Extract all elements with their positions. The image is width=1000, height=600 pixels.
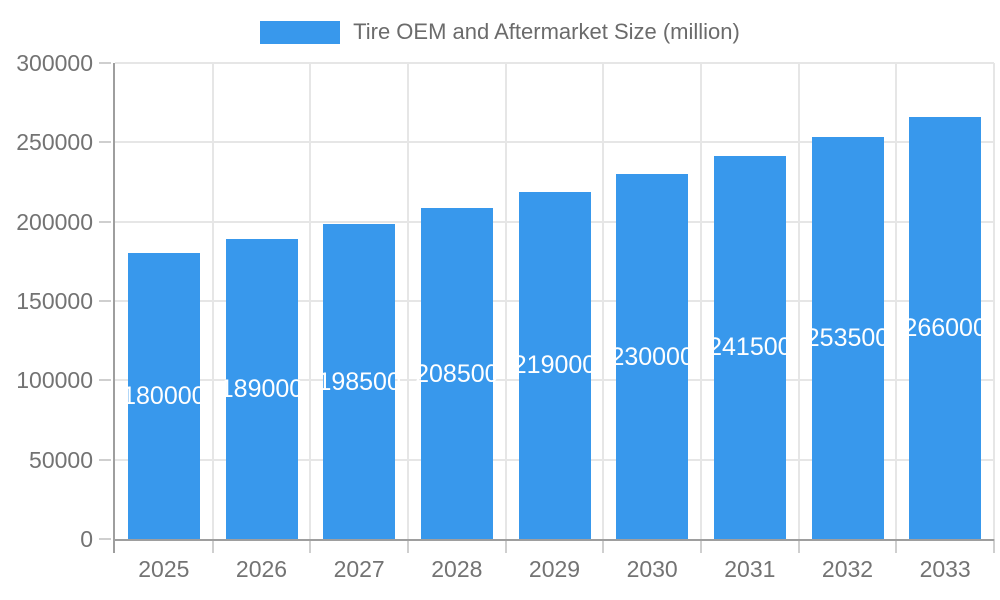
x-axis-tick: [700, 539, 702, 553]
x-axis-tick: [602, 539, 605, 553]
y-tick-label: 150000: [16, 288, 93, 314]
x-axis-tick: [407, 539, 409, 553]
x-axis-tick: [309, 539, 312, 553]
x-tick-label: 2028: [431, 556, 483, 582]
bar[interactable]: [323, 224, 396, 539]
x-axis-tick: [211, 539, 214, 553]
y-axis-tick: [99, 458, 111, 461]
y-axis-tick: [99, 62, 111, 64]
y-axis-tick: [99, 379, 111, 382]
x-tick-label: 2030: [626, 556, 678, 582]
bar[interactable]: [518, 191, 591, 539]
v-gridline: [211, 63, 214, 539]
bar-value-label: 189000: [219, 375, 304, 404]
v-gridline: [700, 63, 702, 539]
bar-value-label: 219000: [512, 351, 597, 380]
v-gridline: [602, 63, 605, 539]
y-tick-label: 100000: [16, 367, 93, 394]
y-tick-label: 50000: [29, 446, 93, 473]
v-gridline: [797, 63, 800, 539]
x-axis-tick: [504, 539, 507, 553]
x-tick-label: 2025: [138, 556, 190, 582]
v-gridline: [309, 63, 312, 539]
h-gridline: [115, 62, 994, 64]
bar[interactable]: [811, 136, 884, 539]
x-axis-tick: [797, 539, 800, 553]
y-axis-line: [113, 63, 115, 553]
x-tick-label: 2033: [919, 556, 971, 582]
v-gridline: [504, 63, 507, 539]
x-tick-label: 2032: [821, 556, 874, 582]
bar-value-label: 253500: [805, 323, 890, 352]
v-gridline: [895, 63, 898, 539]
bar[interactable]: [127, 253, 200, 539]
y-tick-label: 0: [80, 526, 93, 552]
bar[interactable]: [909, 116, 982, 539]
y-axis-tick: [99, 220, 111, 223]
bar[interactable]: [713, 155, 786, 539]
y-axis-tick: [99, 300, 111, 302]
y-axis-tick: [99, 538, 111, 540]
bar-value-label: 241500: [708, 333, 792, 362]
y-axis-tick: [99, 141, 111, 144]
x-axis-tick: [895, 539, 898, 553]
bar-value-label: 230000: [610, 342, 694, 371]
y-tick-label: 200000: [16, 208, 93, 235]
bar-value-label: 198500: [317, 367, 401, 396]
bar[interactable]: [225, 239, 298, 539]
v-gridline: [993, 63, 995, 539]
bar[interactable]: [420, 208, 493, 539]
h-gridline: [115, 141, 994, 144]
v-gridline: [407, 63, 409, 539]
bar[interactable]: [616, 174, 689, 539]
x-tick-label: 2029: [528, 556, 581, 582]
x-axis-tick: [993, 539, 995, 553]
bar-value-label: 180000: [122, 382, 206, 411]
x-tick-label: 2026: [235, 556, 288, 582]
bar-value-label: 208500: [415, 359, 499, 388]
legend-series-label: Tire OEM and Aftermarket Size (million): [353, 19, 740, 44]
bar-value-label: 266000: [903, 313, 987, 342]
y-tick-label: 300000: [16, 50, 93, 76]
x-tick-label: 2027: [333, 556, 385, 582]
x-tick-label: 2031: [724, 556, 776, 582]
x-axis-line: [113, 539, 994, 541]
legend-color-swatch: [260, 20, 341, 44]
y-tick-label: 250000: [16, 129, 93, 156]
chart-legend[interactable]: Tire OEM and Aftermarket Size (million): [0, 20, 1000, 44]
